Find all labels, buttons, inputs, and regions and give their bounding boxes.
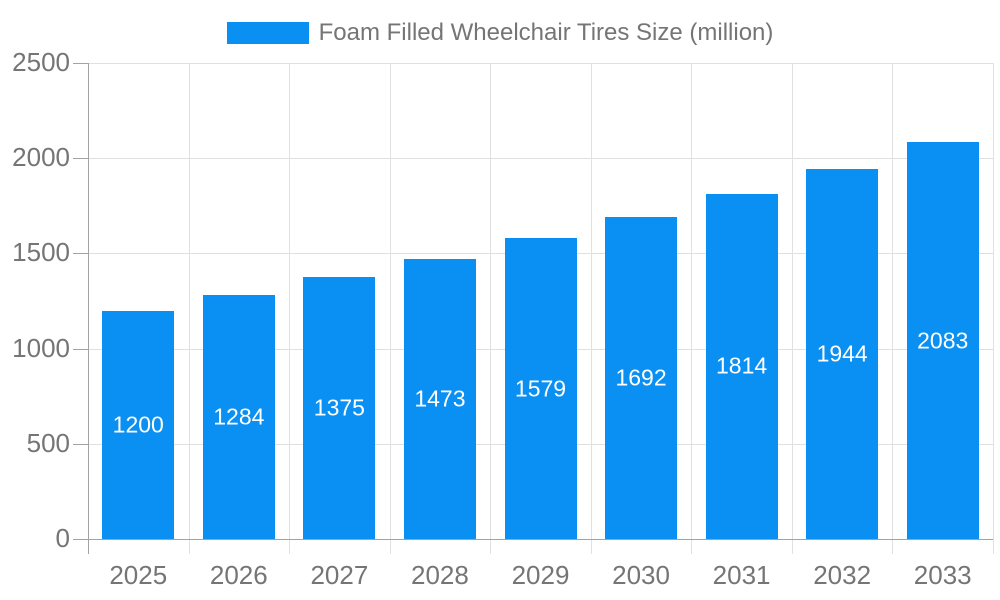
y-axis-tick: [73, 443, 88, 445]
y-axis-tick: [73, 63, 88, 64]
bar-2033: [906, 142, 979, 539]
v-gridline: [289, 63, 291, 554]
y-axis-tick: [73, 539, 88, 540]
v-gridline: [791, 63, 793, 554]
y-axis-tick-label: 2000: [12, 142, 70, 173]
bar-value-label: 1284: [213, 403, 265, 430]
bar-2032: [806, 168, 879, 539]
legend-swatch: [226, 22, 309, 44]
bar-2030: [605, 216, 678, 539]
bar-value-label: 1579: [514, 375, 567, 402]
bar-value-label: 1473: [414, 385, 466, 412]
y-axis-tick-label: 2500: [12, 46, 70, 77]
bar-2028: [403, 258, 476, 539]
bar-2026: [202, 294, 275, 539]
bar-value-label: 1944: [816, 340, 868, 367]
y-axis-tick: [73, 253, 88, 255]
x-axis-line: [88, 539, 993, 540]
y-axis-tick: [73, 348, 88, 350]
x-axis-tick-label: 2030: [612, 560, 670, 590]
x-axis-tick-label: 2032: [813, 560, 872, 590]
x-axis-tick-label: 2028: [411, 560, 469, 590]
bar-2029: [504, 238, 577, 539]
x-axis-tick-label: 2026: [209, 560, 268, 590]
bar-value-label: 1375: [313, 394, 365, 421]
y-axis-line: [88, 63, 89, 554]
v-gridline: [389, 63, 391, 554]
h-gridline: [88, 158, 993, 160]
y-axis-tick-label: 1500: [12, 237, 70, 268]
y-axis-tick-label: 1000: [12, 332, 70, 363]
v-gridline: [691, 63, 693, 554]
bar-value-label: 1814: [716, 352, 768, 379]
bar-value-label: 1692: [615, 364, 667, 391]
bar-2025: [102, 310, 175, 539]
y-axis-tick-label: 0: [55, 522, 70, 553]
bar-value-label: 1200: [112, 411, 164, 438]
v-gridline: [590, 63, 592, 554]
bar-value-label: 2083: [917, 327, 969, 354]
bar-2031: [705, 193, 778, 539]
v-gridline: [993, 63, 994, 554]
y-axis-tick-label: 500: [26, 427, 70, 458]
bar-2027: [303, 277, 376, 539]
y-axis-tick: [73, 158, 88, 160]
x-axis-tick-label: 2033: [913, 560, 972, 590]
x-axis-tick-label: 2031: [712, 560, 771, 590]
legend-label: Foam Filled Wheelchair Tires Size (milli…: [318, 19, 774, 46]
h-gridline: [88, 63, 993, 64]
x-axis-tick-label: 2027: [310, 560, 369, 590]
v-gridline: [892, 63, 894, 554]
v-gridline: [188, 63, 190, 554]
x-axis-tick-label: 2025: [109, 560, 168, 590]
v-gridline: [490, 63, 492, 554]
x-axis-tick-label: 2029: [511, 560, 570, 590]
legend[interactable]: Foam Filled Wheelchair Tires Size (milli…: [0, 20, 1000, 46]
